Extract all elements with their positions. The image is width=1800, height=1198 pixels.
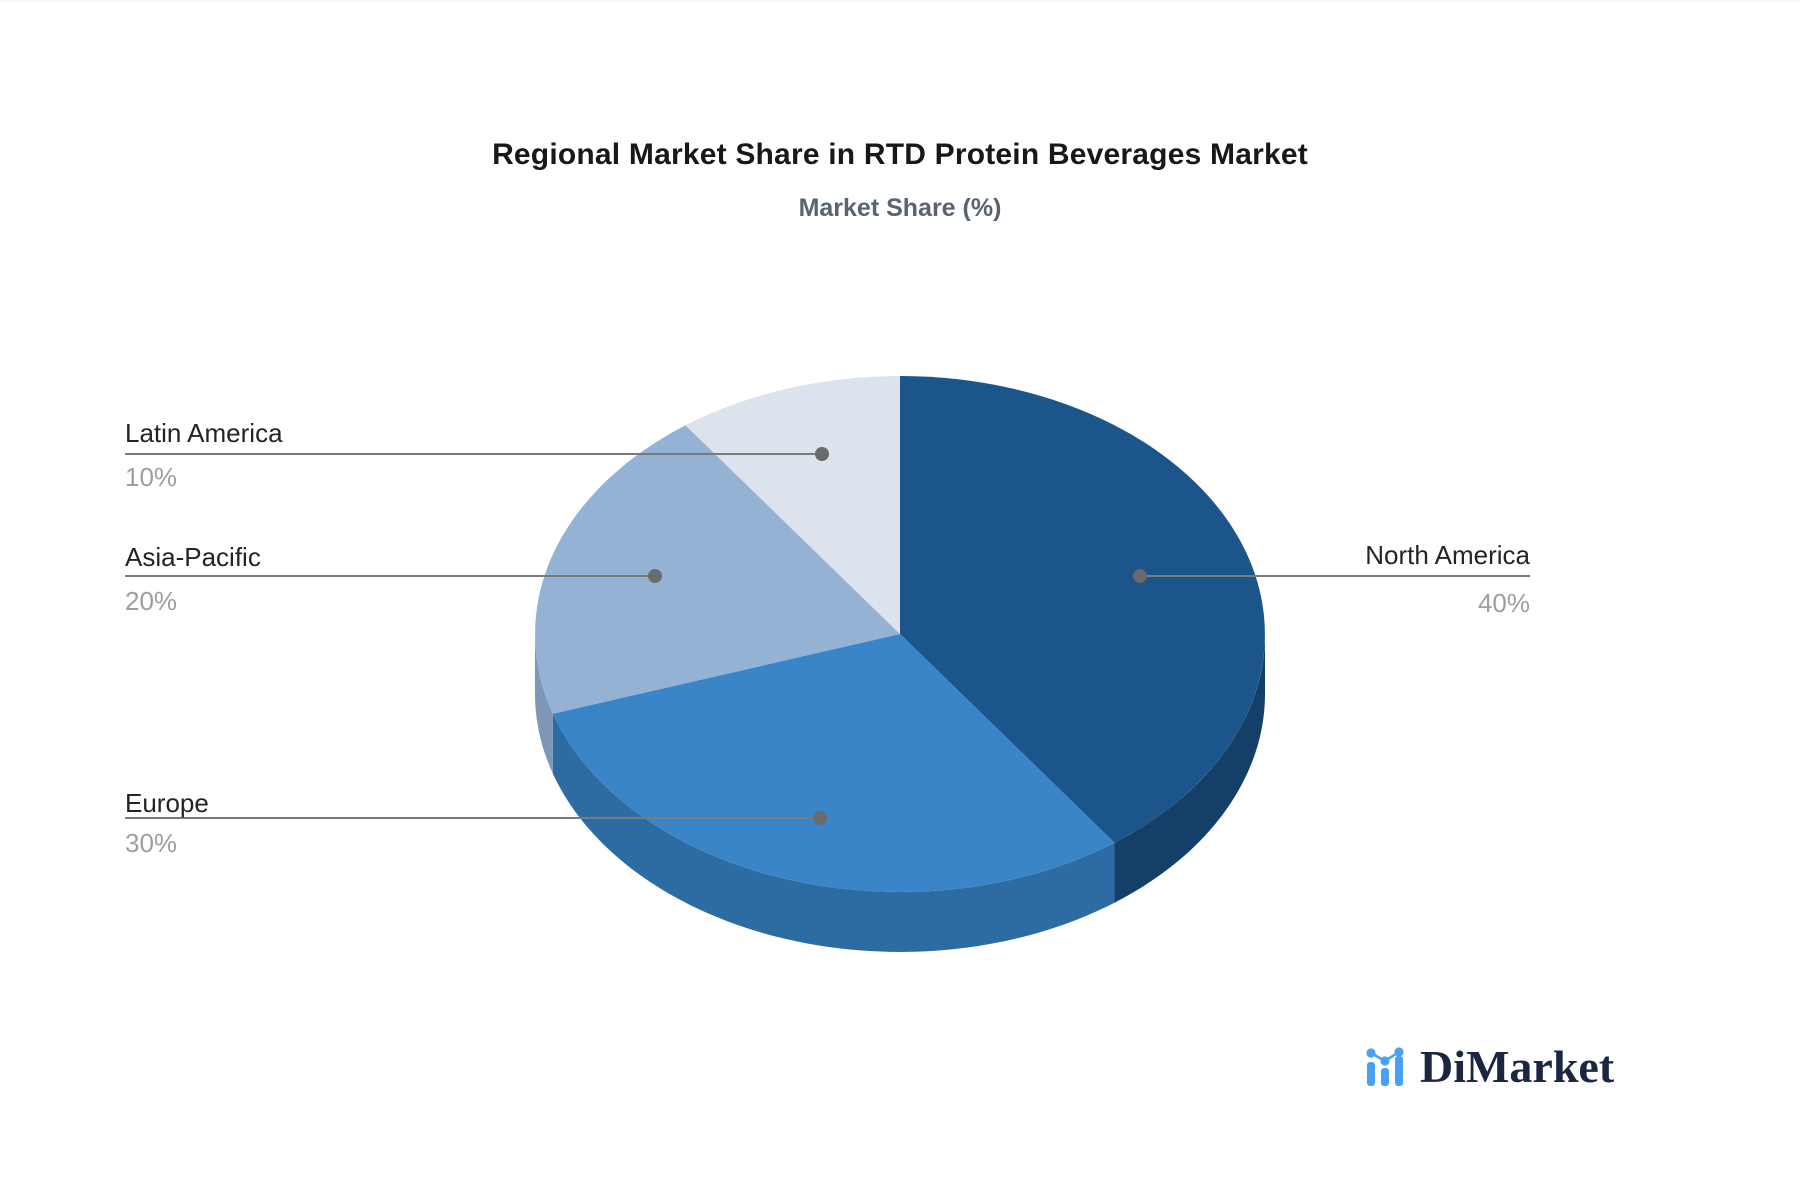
pie-slice-side-2 [535, 634, 553, 774]
callout-dot-3 [815, 447, 829, 461]
callout-dot-0 [1133, 569, 1147, 583]
callout-label-latin-america: Latin America [125, 418, 283, 448]
callout-value-asia-pacific: 20% [125, 586, 178, 616]
pie-slice-1[interactable] [552, 634, 1115, 892]
callout-value-latin-america: 10% [125, 462, 178, 492]
pie-slice-side-0 [1114, 634, 1265, 903]
brand-logo-text: DiMarket [1420, 1041, 1615, 1092]
brand-logo[interactable]: DiMarket [1364, 1044, 1614, 1090]
pie-slice-side-1 [552, 713, 1115, 952]
bar-chart-logo-icon [1366, 1047, 1404, 1086]
pie-slice-3[interactable] [685, 376, 901, 634]
callout-dot-2 [648, 569, 662, 583]
chart-subtitle: Market Share (%) [798, 194, 1002, 222]
callout-label-europe: Europe [125, 788, 209, 818]
callout-value-europe: 30% [125, 828, 178, 858]
pie-slice-0[interactable] [900, 376, 1265, 843]
callout-label-asia-pacific: Asia-Pacific [125, 542, 261, 572]
callout-value-north-america: 40% [1477, 588, 1530, 618]
chart-title: Regional Market Share in RTD Protein Bev… [492, 138, 1308, 171]
callout-label-north-america: North America [1365, 540, 1530, 570]
pie-slice-2[interactable] [535, 425, 900, 714]
callout-dot-1 [813, 811, 827, 825]
